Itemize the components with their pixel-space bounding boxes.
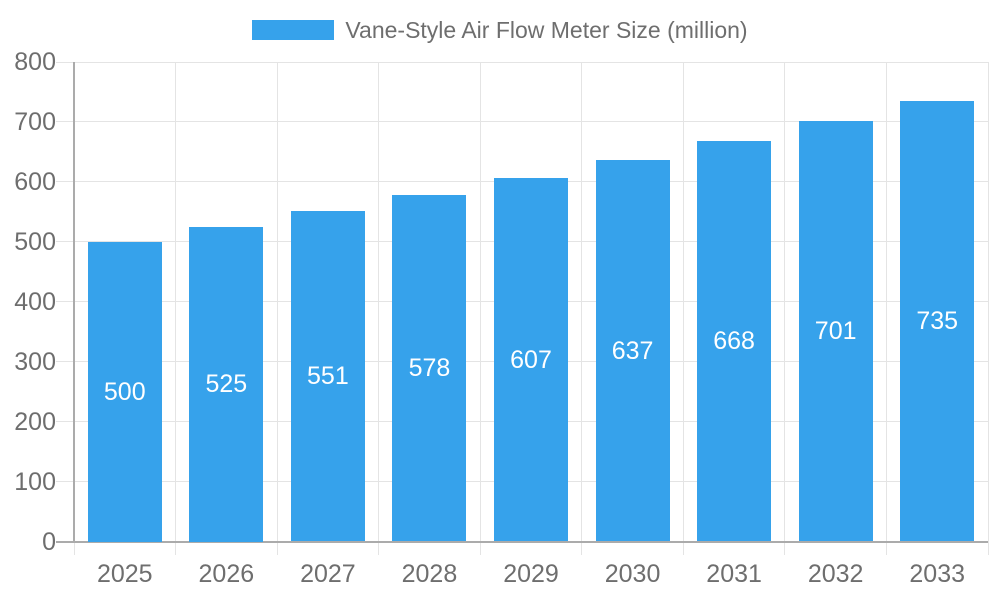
bar-value-label: 735 — [916, 307, 959, 336]
gridline-vertical — [682, 62, 684, 555]
gridline-vertical — [175, 62, 177, 555]
bar-value-label: 607 — [510, 345, 552, 374]
gridline-vertical — [276, 62, 278, 555]
x-axis-label: 2029 — [503, 560, 559, 588]
bar — [290, 211, 365, 542]
bar — [494, 177, 568, 542]
y-axis-label: 200 — [14, 407, 56, 436]
chart-title: Vane-Style Air Flow Meter Size (million) — [345, 17, 748, 43]
gridline-vertical — [987, 62, 989, 555]
bar-value-label: 551 — [307, 362, 349, 391]
y-axis-label: 800 — [14, 48, 56, 76]
x-axis-label: 2031 — [706, 560, 762, 588]
bar-value-label: 525 — [205, 370, 248, 399]
y-axis-label: 400 — [14, 287, 56, 316]
bar — [900, 100, 975, 542]
bar — [697, 141, 772, 542]
x-axis-label: 2032 — [807, 560, 864, 588]
bar — [392, 195, 467, 542]
gridline-vertical — [581, 62, 583, 555]
y-axis-label: 0 — [42, 527, 56, 556]
gridline-vertical — [479, 62, 481, 555]
bar — [798, 121, 873, 542]
x-axis-label: 2028 — [401, 560, 458, 588]
y-axis-label: 100 — [14, 467, 56, 496]
bar-value-label: 668 — [713, 327, 755, 356]
bar-value-label: 637 — [611, 336, 654, 365]
gridline-vertical — [378, 62, 380, 555]
x-axis-label: 2025 — [96, 560, 153, 588]
x-axis-label: 2026 — [198, 560, 255, 588]
x-axis-label: 2027 — [300, 560, 356, 588]
gridline-horizontal — [56, 121, 988, 123]
x-axis-label: 2033 — [909, 560, 966, 588]
gridline-vertical — [784, 62, 786, 555]
y-axis-label: 700 — [14, 107, 56, 136]
y-axis-label: 600 — [14, 167, 56, 196]
y-axis-line — [73, 62, 75, 543]
bar-value-label: 701 — [814, 317, 857, 346]
gridline-vertical — [885, 62, 887, 555]
x-axis-line — [56, 540, 988, 543]
bar — [189, 226, 264, 542]
bar — [87, 241, 162, 542]
gridline-horizontal — [56, 61, 988, 63]
bar-value-label: 578 — [408, 354, 451, 383]
legend-swatch — [252, 20, 335, 40]
y-axis-label: 500 — [14, 227, 56, 256]
bar — [595, 159, 670, 542]
legend[interactable]: Vane-Style Air Flow Meter Size (million) — [0, 14, 1000, 46]
y-axis-label: 300 — [14, 347, 56, 376]
bar-value-label: 500 — [103, 377, 146, 406]
x-axis-label: 2030 — [604, 560, 661, 588]
